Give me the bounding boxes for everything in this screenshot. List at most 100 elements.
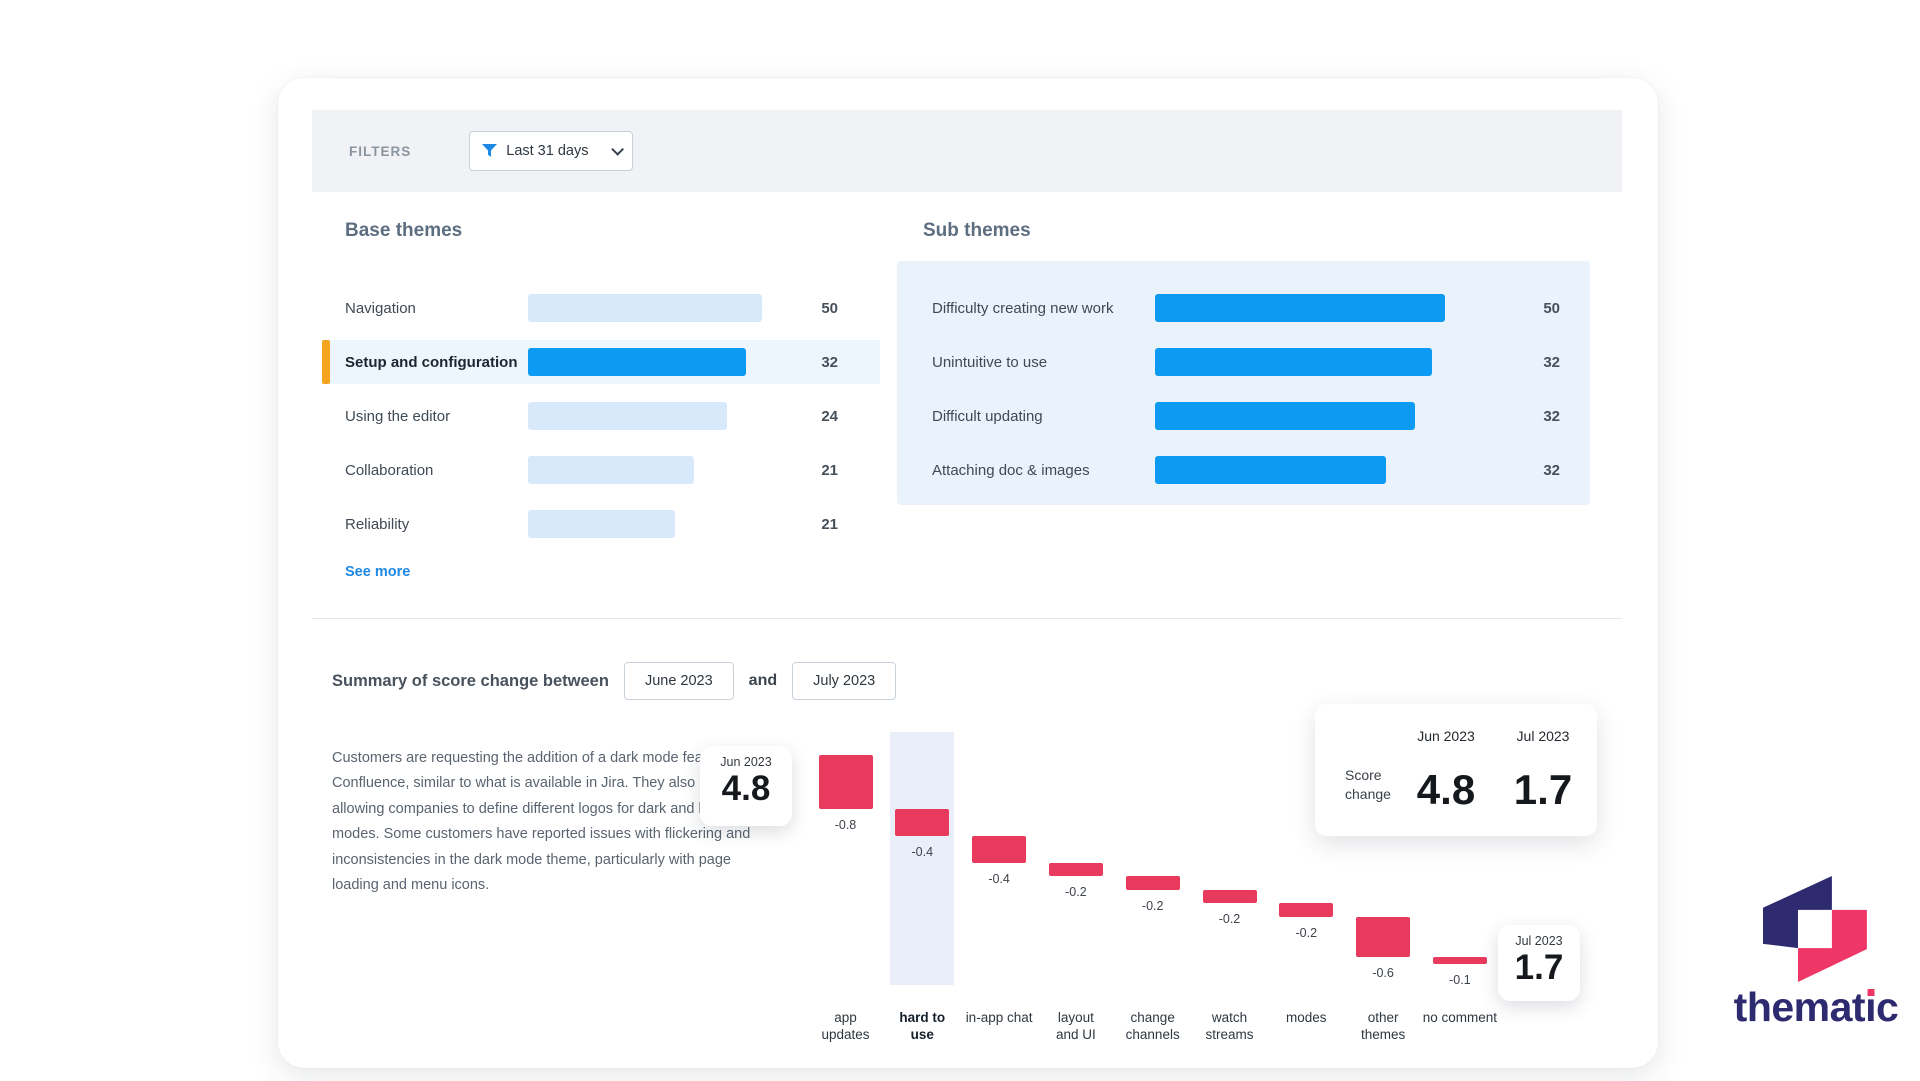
waterfall-category-label: app updates [821,1010,870,1042]
see-more-link[interactable]: See more [345,564,411,580]
base-themes-title: Base themes [345,220,463,241]
sub-theme-bar [1155,348,1433,376]
thematic-logo: thematı c [1720,876,1912,1031]
waterfall-category-label: other themes [1360,1010,1406,1042]
sub-theme-bar-track [1155,348,1445,376]
waterfall-category-label: no comment [1422,1010,1498,1025]
base-theme-bar-track [528,402,762,430]
waterfall-category-label: watch streams [1205,1010,1254,1042]
base-theme-row[interactable]: Using the editor 24 [322,394,880,438]
sub-theme-row[interactable]: Unintuitive to use 32 [897,340,1590,384]
base-theme-value: 50 [821,299,838,317]
waterfall-bar-value: -0.2 [1065,885,1087,900]
score-card-row-label: Score change [1345,767,1391,802]
waterfall-bar[interactable] [1279,903,1334,917]
waterfall-category-label: change channels [1125,1010,1180,1042]
sub-theme-label: Difficulty creating new work [932,299,1114,317]
section-divider [312,618,1622,619]
sub-theme-row[interactable]: Difficulty creating new work 50 [897,286,1590,330]
wordmark-i-dot-icon [1867,989,1875,996]
base-theme-bar [528,456,695,484]
waterfall-end-card-label: Jul 2023 [1515,934,1563,948]
base-theme-row[interactable]: Navigation 50 [322,286,880,330]
summary-narrative: Customers are requesting the addition of… [332,750,751,894]
base-theme-label: Reliability [345,515,410,533]
waterfall-bar-value: -0.2 [1141,898,1164,913]
waterfall-start-card-value: 4.8 [721,769,771,808]
waterfall-bar[interactable] [818,755,873,809]
waterfall-category-label: modes [1286,1010,1327,1025]
waterfall-bar-value: -0.4 [988,871,1010,886]
base-theme-value: 32 [821,353,838,371]
summary-title: Summary of score change between [332,671,609,690]
sub-theme-value: 32 [1543,407,1560,425]
base-theme-row[interactable]: Setup and configuration 32 [322,340,880,384]
base-theme-label: Using the editor [345,407,451,425]
score-card-col2-value: 1.7 [1513,766,1573,813]
base-theme-row[interactable]: Reliability 21 [322,502,880,546]
sub-theme-value: 32 [1543,461,1560,479]
score-change-card: Jun 2023 Jul 2023 Score change 4.8 1.7 [1315,704,1597,836]
base-theme-label: Collaboration [345,461,434,479]
waterfall-bar-value: -0.4 [911,844,934,859]
base-theme-label: Setup and configuration [345,353,518,371]
waterfall-bar[interactable] [1432,957,1487,964]
base-theme-value: 21 [821,515,838,533]
summary-and-label: and [748,672,778,689]
summary-row: Summary of score change between June 202… [332,661,897,701]
sub-theme-row[interactable]: Difficult updating 32 [897,394,1590,438]
base-theme-bar [528,294,762,322]
base-theme-bar-track [528,510,762,538]
waterfall-start-card-label: Jun 2023 [720,755,772,769]
sub-theme-bar [1155,402,1415,430]
base-theme-row[interactable]: Collaboration 21 [322,448,880,492]
base-theme-bar-track [528,294,762,322]
base-theme-bar [528,510,676,538]
waterfall-category-label: in-app chat [965,1010,1033,1025]
sub-theme-value: 32 [1543,353,1560,371]
sub-theme-value: 50 [1543,299,1560,317]
base-theme-bar-track [528,456,762,484]
sub-theme-label: Difficult updating [932,407,1043,425]
waterfall-bar[interactable] [895,808,950,836]
waterfall-category-label: layout and UI [1056,1010,1096,1042]
period-end-select[interactable]: July 2023 [792,662,897,700]
sub-theme-bar [1155,456,1386,484]
filters-label: FILTERS [349,143,412,159]
waterfall-start-card: Jun 2023 4.8 [700,746,792,826]
waterfall-bar[interactable] [1048,862,1103,877]
date-range-value: Last 31 days [506,143,589,159]
waterfall-end-card: Jul 2023 1.7 [1498,925,1580,1001]
dashboard-card: FILTERS Last 31 days Base themes Sub the… [278,78,1658,1068]
score-waterfall-chart: -0.8 -0.4 -0.4 -0.2 -0.2 -0.2 -0.2 -0.6 -0.1 app u… [278,78,1658,1068]
date-range-dropdown[interactable]: Last 31 days [469,131,634,171]
waterfall-category-label: hard to use [899,1010,946,1042]
score-card-col1-label: Jun 2023 [1417,728,1475,744]
thematic-wordmark: thematı c [1720,984,1912,1031]
period-start-select[interactable]: June 2023 [623,662,734,700]
base-theme-bar-track [528,348,762,376]
score-card-col2-label: Jul 2023 [1516,728,1570,744]
waterfall-bar[interactable] [1356,916,1411,958]
waterfall-bar[interactable] [1125,876,1180,890]
waterfall-end-card-value: 1.7 [1514,948,1564,987]
sub-theme-row[interactable]: Attaching doc & images 32 [897,448,1590,492]
filters-bar: FILTERS Last 31 days [312,110,1622,192]
waterfall-bar-value: -0.2 [1218,912,1241,927]
sub-theme-bar [1155,294,1445,322]
sub-theme-label: Attaching doc & images [932,461,1090,479]
base-theme-value: 24 [821,407,838,425]
base-theme-label: Navigation [345,299,416,317]
waterfall-bar[interactable] [1202,889,1257,904]
base-theme-bar [528,348,746,376]
waterfall-bar[interactable] [972,835,1027,863]
base-themes-list: Navigation 50 Setup and configuration 32 Usi… [322,286,880,546]
sub-theme-label: Unintuitive to use [932,353,1048,371]
waterfall-bar-value: -0.2 [1295,925,1318,940]
waterfall-bar-value: -0.8 [834,817,857,832]
wordmark-text-end: c [1876,984,1899,1030]
sub-themes-panel: Difficulty creating new work 50 Unintuitiv… [897,261,1590,505]
base-theme-value: 21 [821,461,838,479]
wordmark-text: themat [1733,984,1866,1030]
